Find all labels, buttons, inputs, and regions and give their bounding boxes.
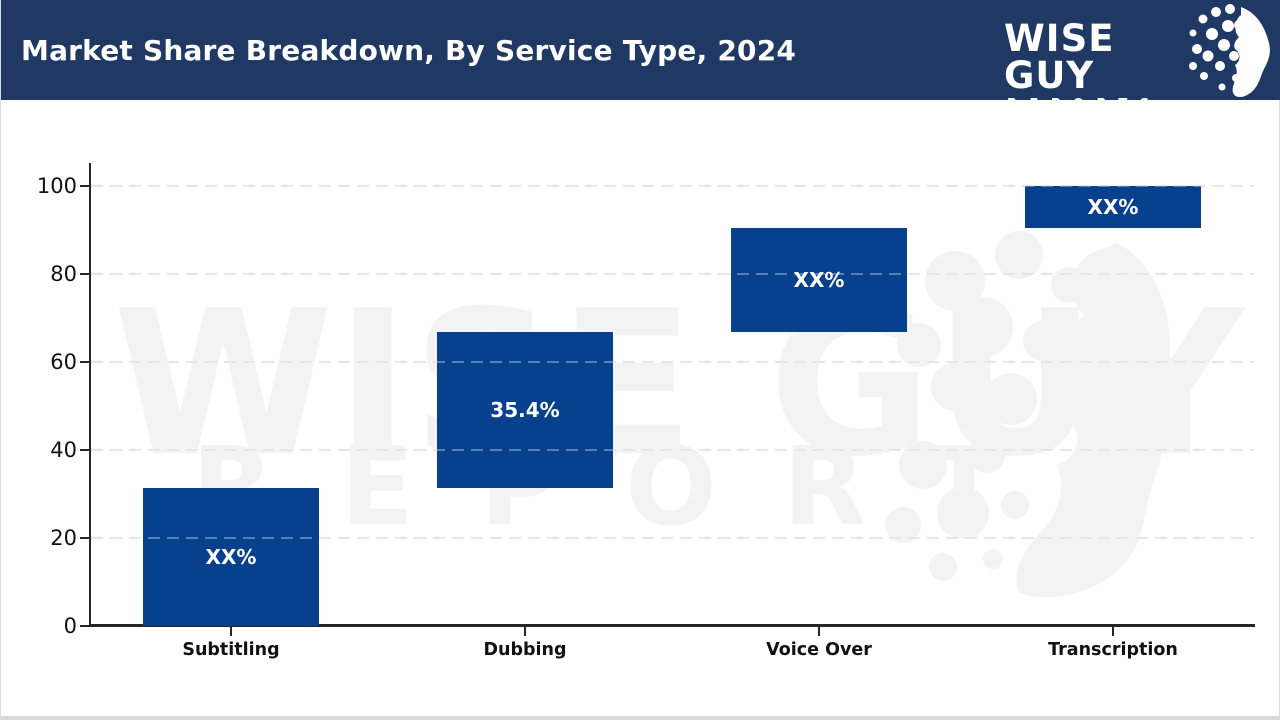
- x-tick-0: [230, 627, 232, 636]
- page-title: Market Share Breakdown, By Service Type,…: [21, 33, 797, 67]
- x-axis-line: [89, 624, 1255, 627]
- gridline-overlay-40: [91, 449, 1254, 451]
- bar-transcription: XX%: [1025, 186, 1201, 228]
- gridline-40: [91, 449, 1254, 451]
- y-tick-label-20: 20: [50, 526, 77, 550]
- watermark-face-icon: [883, 231, 1170, 598]
- gridline-20: [91, 537, 1254, 539]
- y-tick-100: [80, 185, 89, 187]
- x-tick-label-0: Subtitling: [182, 640, 280, 660]
- gridline-overlay-20: [91, 537, 1254, 539]
- gridline-overlay-100: [91, 185, 1254, 187]
- x-tick-1: [524, 627, 526, 636]
- y-tick-label-40: 40: [50, 438, 77, 462]
- logo-wordmark: WISE GUY: [1004, 17, 1115, 97]
- y-axis-line: [89, 163, 91, 627]
- bar-voice-over: XX%: [731, 227, 907, 333]
- header-bar: Market Share Breakdown, By Service Type,…: [1, 0, 1280, 112]
- y-tick-80: [80, 273, 89, 275]
- gridline-60: [91, 361, 1254, 363]
- bar-subtitling: XX%: [143, 487, 319, 626]
- y-tick-60: [80, 361, 89, 363]
- y-tick-label-60: 60: [50, 350, 77, 374]
- y-tick-label-80: 80: [50, 262, 77, 286]
- x-tick-label-2: Voice Over: [766, 640, 872, 660]
- logo-reports-text: REPORTS: [1007, 97, 1162, 112]
- y-tick-0: [80, 625, 89, 627]
- wise-guy-reports-logo: WISE GUY REPORTS: [1004, 0, 1270, 112]
- bar-value-label: XX%: [1087, 194, 1139, 219]
- gridline-100: [91, 185, 1254, 187]
- x-tick-3: [1112, 627, 1114, 636]
- y-tick-40: [80, 449, 89, 451]
- gridline-overlay-60: [91, 361, 1254, 363]
- bar-dubbing: 35.4%: [437, 332, 613, 488]
- y-tick-label-0: 0: [63, 614, 77, 638]
- x-tick-2: [818, 627, 820, 636]
- x-tick-label-3: Transcription: [1048, 640, 1178, 660]
- gridline-80: [91, 273, 1254, 275]
- bottom-border: [1, 716, 1280, 720]
- logo-face-icon: [1189, 4, 1270, 97]
- gridline-overlay-80: [91, 273, 1254, 275]
- y-tick-label-100: 100: [36, 174, 77, 198]
- y-tick-20: [80, 537, 89, 539]
- x-tick-label-1: Dubbing: [483, 640, 567, 660]
- bar-value-label: 35.4%: [490, 397, 560, 422]
- bar-value-label: XX%: [205, 544, 257, 569]
- bar-value-label: XX%: [793, 267, 845, 292]
- logo-text: WISE GUY REPORTS: [1004, 20, 1191, 112]
